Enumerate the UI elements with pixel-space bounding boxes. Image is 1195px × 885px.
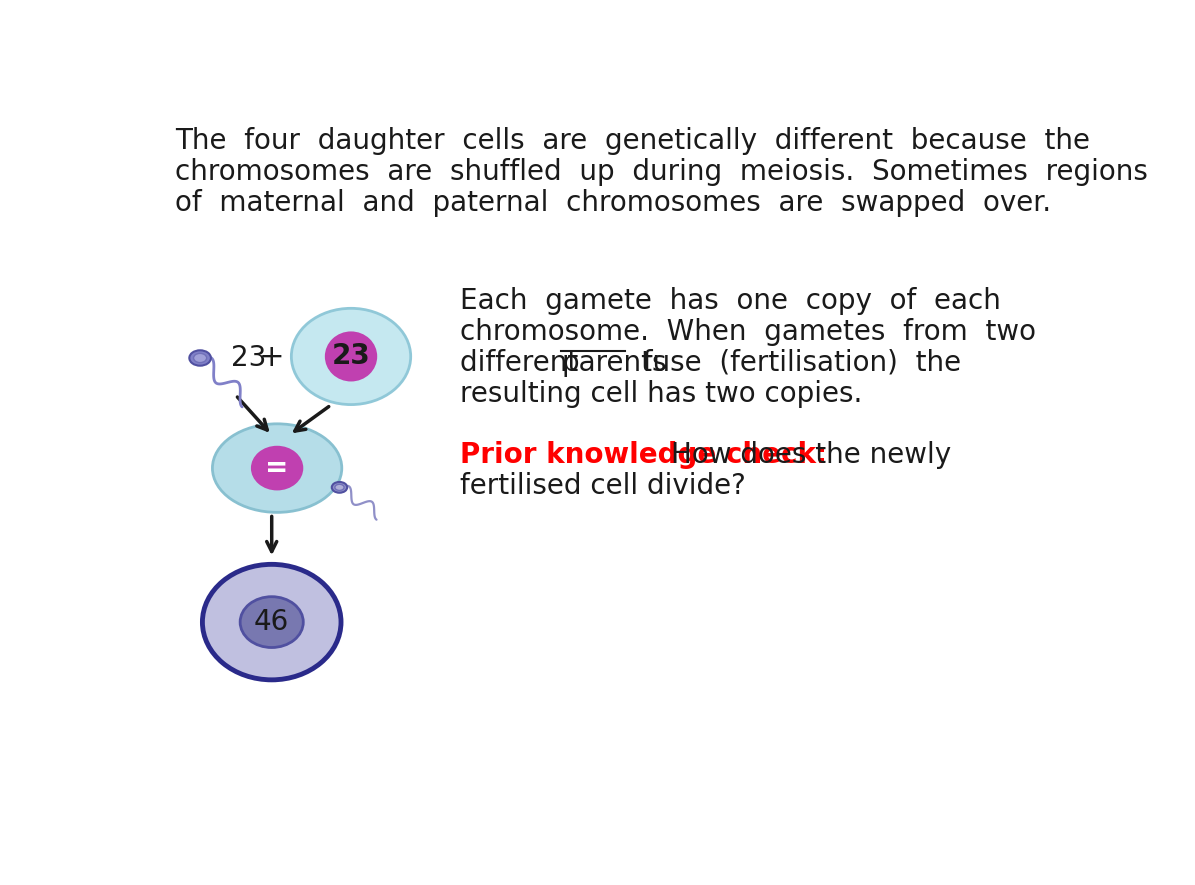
Ellipse shape xyxy=(332,482,348,493)
Ellipse shape xyxy=(194,353,207,363)
Text: resulting cell has two copies.: resulting cell has two copies. xyxy=(460,380,863,408)
Ellipse shape xyxy=(202,565,341,680)
Text: fertilised cell divide?: fertilised cell divide? xyxy=(460,472,746,500)
Text: fuse  (fertilisation)  the: fuse (fertilisation) the xyxy=(625,349,962,377)
Text: =: = xyxy=(265,454,289,482)
Text: 46: 46 xyxy=(255,608,289,636)
Ellipse shape xyxy=(213,424,342,512)
Ellipse shape xyxy=(240,596,304,648)
Text: 23: 23 xyxy=(231,344,266,372)
Text: The  four  daughter  cells  are  genetically  different  because  the: The four daughter cells are genetically … xyxy=(176,127,1091,155)
Text: 23: 23 xyxy=(332,342,370,371)
Text: Each  gamete  has  one  copy  of  each: Each gamete has one copy of each xyxy=(460,287,1001,315)
Ellipse shape xyxy=(292,308,411,404)
Text: How does the newly: How does the newly xyxy=(672,441,951,469)
Text: of  maternal  and  paternal  chromosomes  are  swapped  over.: of maternal and paternal chromosomes are… xyxy=(176,189,1052,217)
Text: +: + xyxy=(259,343,284,373)
Text: chromosomes  are  shuffled  up  during  meiosis.  Sometimes  regions: chromosomes are shuffled up during meios… xyxy=(176,158,1148,186)
Ellipse shape xyxy=(189,350,210,366)
Text: parents: parents xyxy=(562,349,667,377)
Ellipse shape xyxy=(335,484,344,490)
Ellipse shape xyxy=(325,331,378,381)
Ellipse shape xyxy=(251,446,304,490)
Text: chromosome.  When  gametes  from  two: chromosome. When gametes from two xyxy=(460,318,1036,346)
Text: different: different xyxy=(460,349,596,377)
Text: Prior knowledge check:: Prior knowledge check: xyxy=(460,441,838,469)
